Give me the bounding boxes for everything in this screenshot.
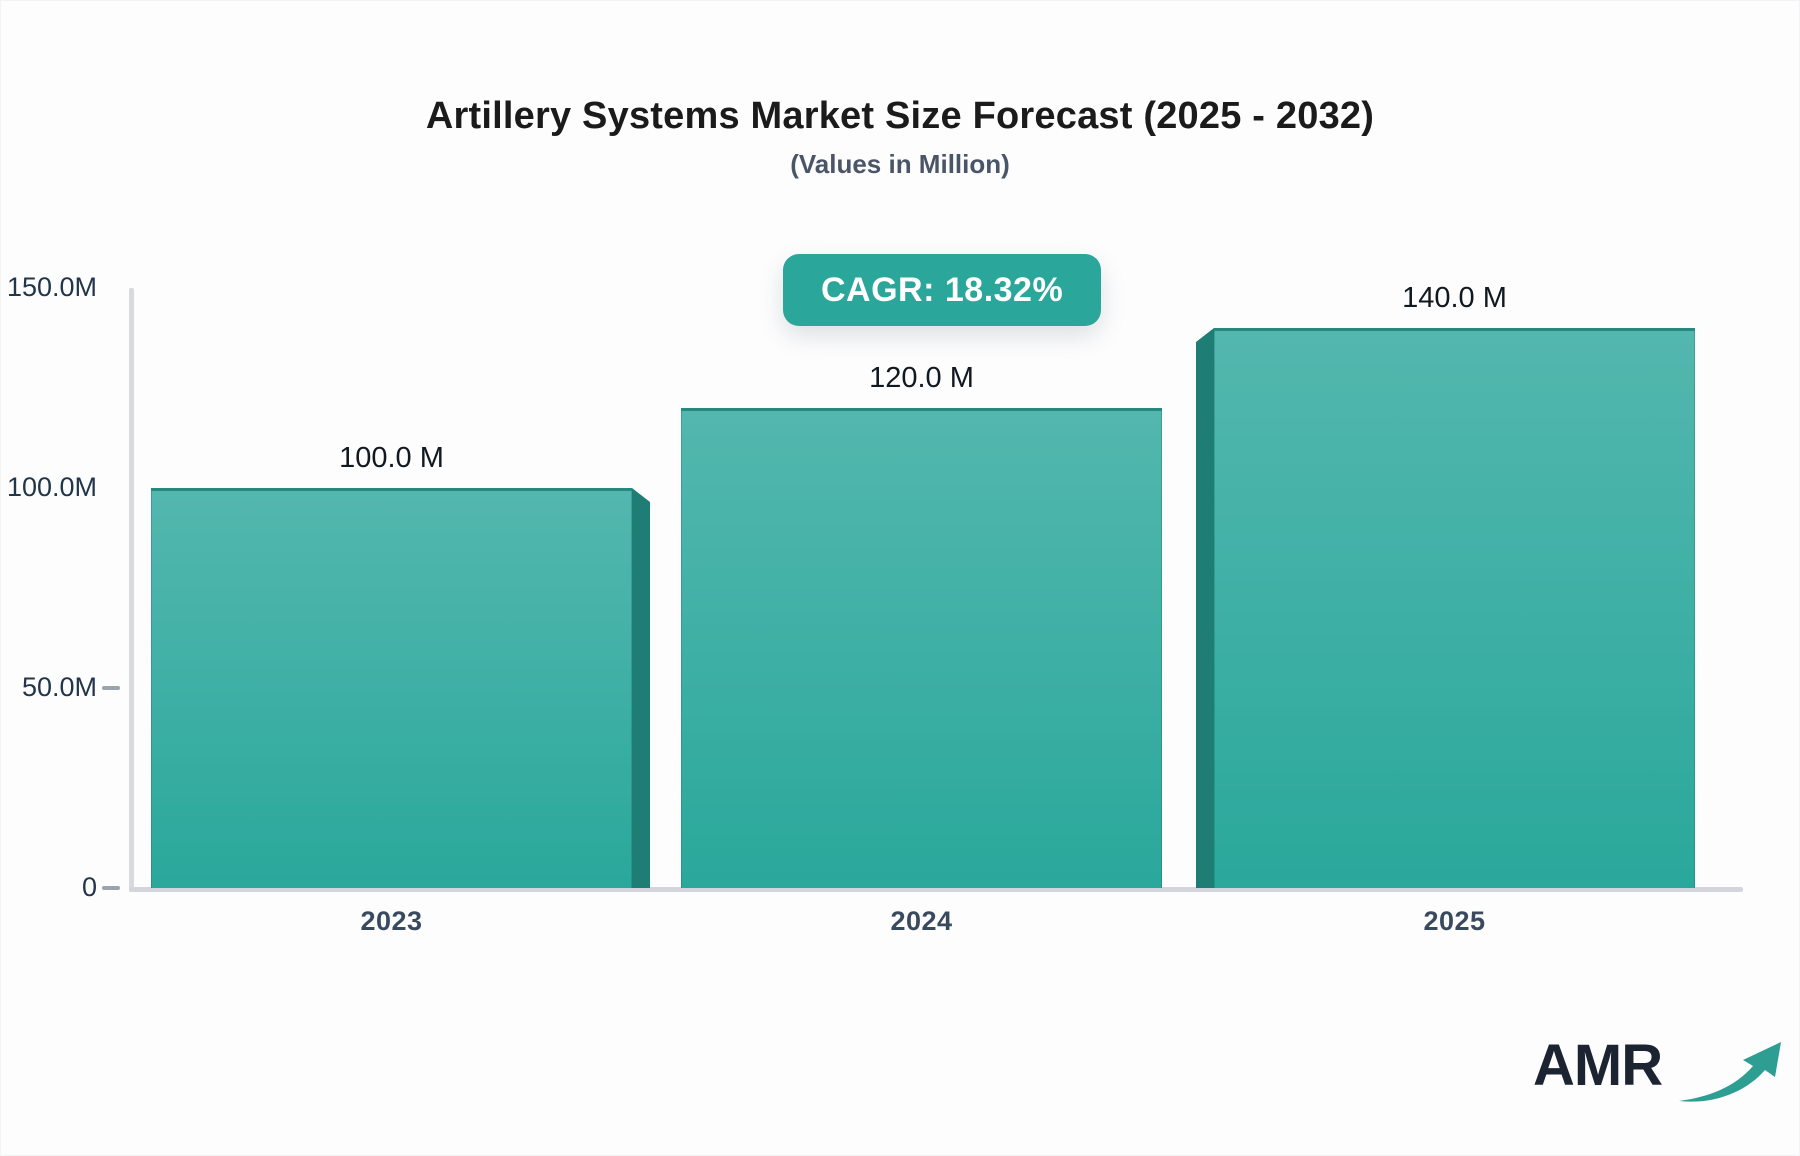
bar-2023 xyxy=(151,488,632,888)
growth-arrow-icon xyxy=(1675,1035,1795,1115)
x-axis-label-2025: 2025 xyxy=(1423,906,1486,936)
chart-title: Artillery Systems Market Size Forecast (… xyxy=(425,95,1375,137)
bar-2024 xyxy=(681,408,1162,888)
x-axis-label-2024: 2024 xyxy=(890,906,953,936)
chart-subtitle: (Values in Million) xyxy=(790,149,1010,179)
bar-3d-side xyxy=(632,488,650,888)
x-axis-line xyxy=(129,887,1743,892)
y-tick-label: 0 xyxy=(81,872,97,902)
bar-3d-side xyxy=(1196,328,1214,888)
y-axis-line xyxy=(129,288,134,892)
bar-value-label: 120.0 M xyxy=(869,362,974,394)
bar-value-label: 100.0 M xyxy=(339,442,444,474)
bar-2025 xyxy=(1214,328,1695,888)
bar-value-label: 140.0 M xyxy=(1402,282,1507,314)
y-tick-label: 100.0M xyxy=(6,472,97,502)
cagr-badge: CAGR: 18.32% xyxy=(783,254,1102,326)
x-axis-label-2023: 2023 xyxy=(360,906,423,936)
amr-logo: AMR xyxy=(1533,1033,1781,1102)
y-tick-label: 50.0M xyxy=(21,672,97,702)
y-tick-mark xyxy=(102,886,120,890)
amr-logo-text: AMR xyxy=(1533,1033,1663,1098)
y-tick-mark xyxy=(102,686,120,690)
y-tick-label: 150.0M xyxy=(6,272,97,302)
